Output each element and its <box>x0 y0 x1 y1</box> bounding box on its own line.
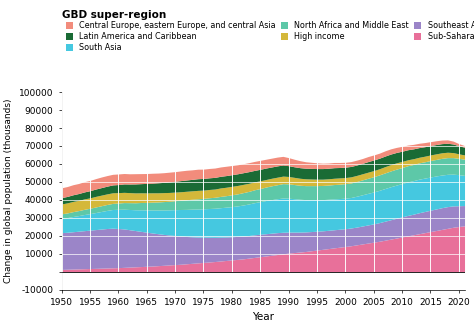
Text: GBD super-region: GBD super-region <box>62 10 166 20</box>
Legend: Central Europe, eastern Europe, and central Asia, Latin America and Caribbean, S: Central Europe, eastern Europe, and cent… <box>65 21 474 52</box>
Y-axis label: Change in global population (thousands): Change in global population (thousands) <box>4 99 13 283</box>
X-axis label: Year: Year <box>252 313 274 322</box>
